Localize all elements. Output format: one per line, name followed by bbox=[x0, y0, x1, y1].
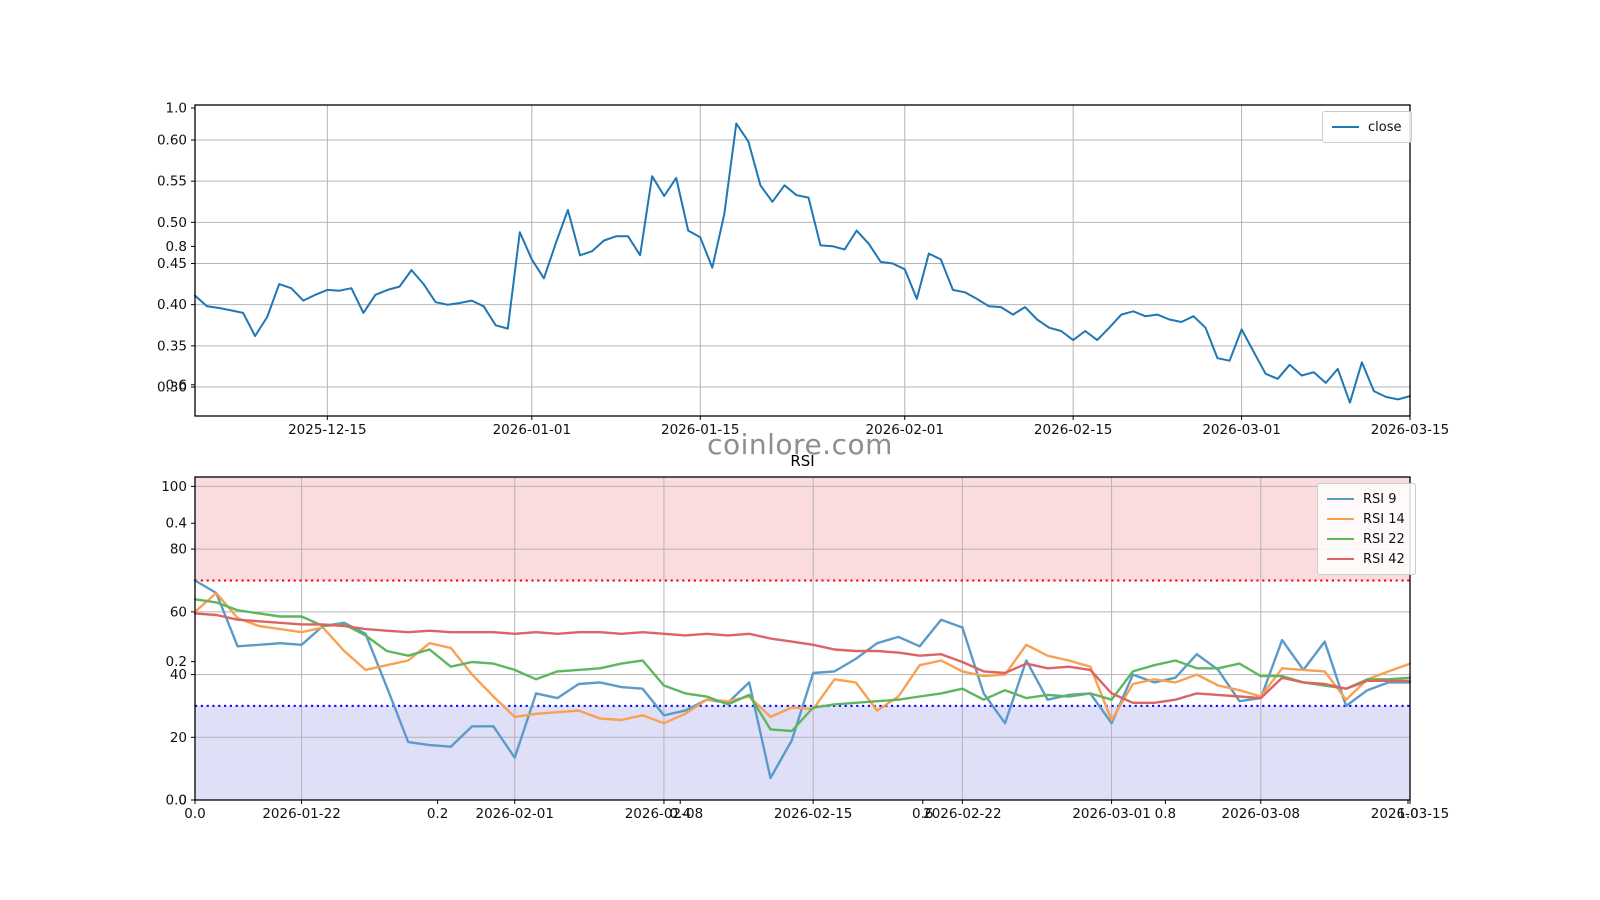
legend-item-rsi22: RSI 22 bbox=[1327, 529, 1405, 549]
tick-label: 2026-01-22 bbox=[262, 806, 340, 822]
price-axes-frame bbox=[194, 104, 1411, 417]
close-line-swatch bbox=[1332, 126, 1359, 128]
rsi-22-line bbox=[193, 598, 1412, 733]
rsi-axes-frame bbox=[194, 476, 1411, 801]
overbought-band bbox=[195, 477, 1410, 581]
tick-label: 100 bbox=[161, 479, 187, 495]
price-legend: close bbox=[1322, 111, 1413, 143]
tick-label: 1.0 bbox=[1397, 806, 1418, 822]
tick-label: 0.6 bbox=[166, 377, 187, 393]
tick-label: 2026-03-01 bbox=[1202, 422, 1280, 438]
tick-label: 0.0 bbox=[166, 793, 187, 809]
rsi-42-line bbox=[193, 612, 1412, 704]
tick-label: 0.45 bbox=[157, 256, 187, 272]
tick-label: 0.30 bbox=[157, 380, 187, 396]
tick-label: 2026-02-15 bbox=[774, 806, 852, 822]
tick-label: 80 bbox=[170, 542, 187, 558]
legend-label: RSI 42 bbox=[1363, 551, 1405, 567]
tick-label: 2026-03-01 bbox=[1072, 806, 1150, 822]
rsi-9-line bbox=[193, 579, 1412, 780]
tick-label: 0.0 bbox=[184, 806, 205, 822]
tick-label: 2026-01-15 bbox=[661, 422, 739, 438]
tick-label: 2026-02-01 bbox=[866, 422, 944, 438]
tick-label: 2025-12-15 bbox=[288, 422, 366, 438]
legend-item-rsi42: RSI 42 bbox=[1327, 549, 1405, 569]
tick-label: 2026-02-08 bbox=[625, 806, 703, 822]
tick-label: 2026-01-01 bbox=[493, 422, 571, 438]
legend-item-rsi14: RSI 14 bbox=[1327, 509, 1405, 529]
rsi14-line-swatch bbox=[1327, 518, 1354, 520]
oversold-band bbox=[195, 705, 1410, 800]
legend-label: RSI 22 bbox=[1363, 531, 1405, 547]
legend-item-rsi9: RSI 9 bbox=[1327, 489, 1405, 509]
tick-label: 0.50 bbox=[157, 215, 187, 231]
tick-label: 0.8 bbox=[166, 239, 187, 255]
rsi-legend: RSI 9 RSI 14 RSI 22 RSI 42 bbox=[1317, 483, 1416, 575]
tick-label: 0.60 bbox=[157, 132, 187, 148]
tick-label: 0.8 bbox=[1155, 806, 1176, 822]
tick-label: 2026-03-15 bbox=[1371, 422, 1449, 438]
rsi22-line-swatch bbox=[1327, 538, 1354, 540]
tick-label: 0.4 bbox=[166, 516, 187, 532]
rsi-14-line bbox=[193, 591, 1412, 725]
tick-label: 0.2 bbox=[427, 806, 448, 822]
plot-background bbox=[195, 105, 1410, 416]
tick-label: 1.0 bbox=[166, 101, 187, 117]
tick-label: 2026-02-22 bbox=[923, 806, 1001, 822]
tick-label: 40 bbox=[170, 667, 187, 683]
tick-label: 2026-03-08 bbox=[1222, 806, 1300, 822]
tick-label: 0 bbox=[178, 793, 187, 809]
legend-label: RSI 9 bbox=[1363, 491, 1397, 507]
tick-label: 0.4 bbox=[669, 806, 690, 822]
rsi9-line-swatch bbox=[1327, 498, 1354, 500]
tick-label: 0.55 bbox=[157, 174, 187, 190]
close-line bbox=[194, 122, 1411, 404]
watermark: coinlore.com bbox=[707, 428, 893, 461]
rsi-chart-title: RSI bbox=[790, 452, 815, 470]
tick-label: 2026-02-15 bbox=[1034, 422, 1112, 438]
tick-label: 0.6 bbox=[912, 806, 933, 822]
tick-label: 0.35 bbox=[157, 338, 187, 354]
legend-label: RSI 14 bbox=[1363, 511, 1405, 527]
tick-label: 2026-03-15 bbox=[1371, 806, 1449, 822]
legend-label: close bbox=[1368, 119, 1402, 135]
tick-label: 60 bbox=[170, 604, 187, 620]
legend-item-close: close bbox=[1332, 117, 1401, 137]
rsi42-line-swatch bbox=[1327, 558, 1354, 560]
tick-label: 0.40 bbox=[157, 297, 187, 313]
tick-label: 0.2 bbox=[166, 654, 187, 670]
tick-label: 20 bbox=[170, 730, 187, 746]
tick-label: 2026-02-01 bbox=[476, 806, 554, 822]
